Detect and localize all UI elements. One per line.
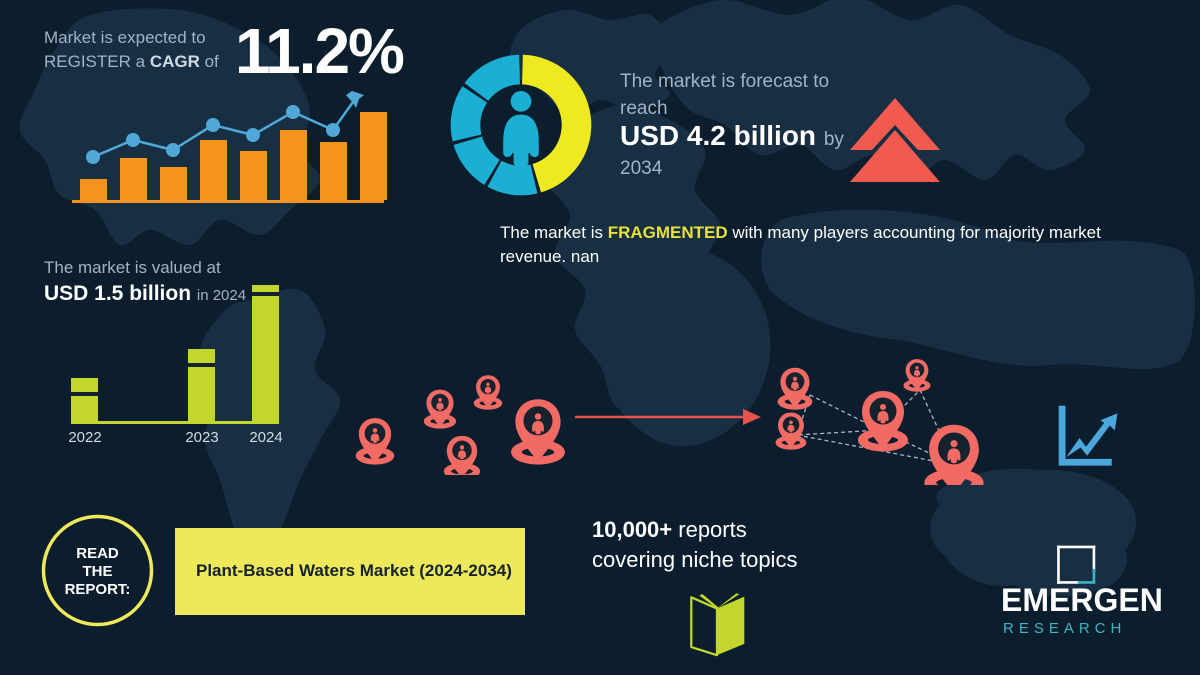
svg-text:REPORT:: REPORT: (65, 581, 131, 598)
svg-text:2024: 2024 (249, 429, 282, 446)
svg-text:THE: THE (83, 563, 113, 580)
svg-text:2023: 2023 (185, 429, 218, 446)
svg-text:2022: 2022 (68, 429, 101, 446)
svg-text:READ: READ (76, 545, 119, 562)
